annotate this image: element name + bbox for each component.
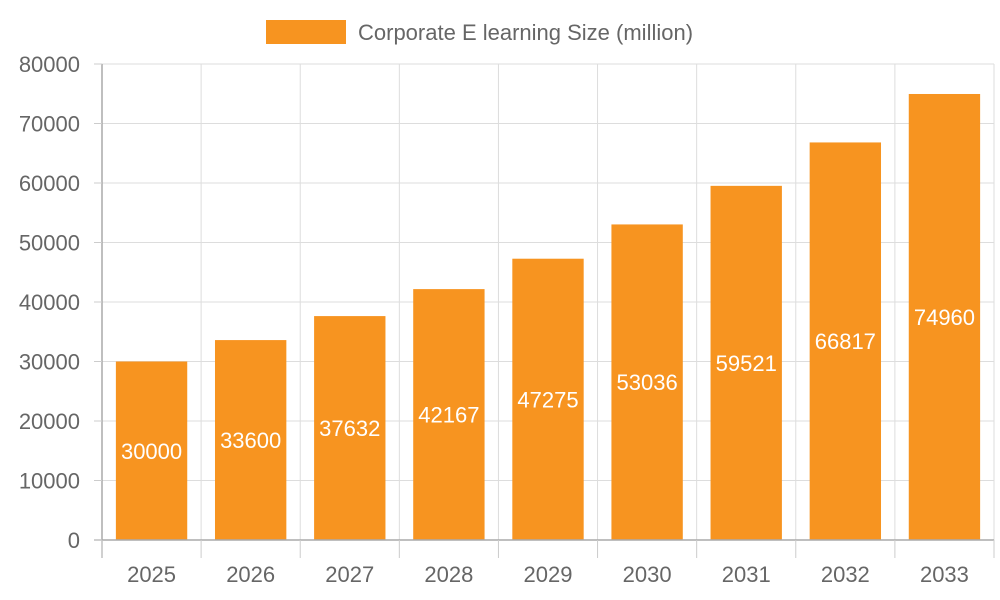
data-labels: 30000 33600 37632 42167 47275 53036 59521 66817… [121, 305, 975, 464]
bar-2027[interactable] [314, 316, 386, 540]
y-tick-label: 80000 [19, 52, 80, 77]
y-tick-label: 20000 [19, 409, 80, 434]
bar-2025[interactable] [115, 361, 188, 541]
x-tick-label: 2027 [325, 562, 374, 587]
legend-swatch [266, 20, 346, 44]
x-tick-label: 2033 [920, 562, 969, 587]
data-label: 66817 [815, 329, 876, 354]
bars [115, 93, 981, 541]
legend-label: Corporate E learning Size (million) [358, 20, 693, 45]
data-label: 47275 [517, 387, 578, 412]
data-label: 74960 [914, 305, 975, 330]
bar-2030[interactable] [611, 224, 683, 541]
x-tick-label: 2031 [722, 562, 771, 587]
y-axis-ticks: 0 10000 20000 30000 40000 50000 60000 70000 8000… [19, 52, 102, 553]
y-tick-label: 10000 [19, 469, 80, 494]
y-tick-label: 70000 [19, 112, 80, 137]
x-tick-label: 2028 [424, 562, 473, 587]
y-tick-label: 30000 [19, 350, 80, 375]
bar-2026[interactable] [214, 340, 287, 540]
bar-2031[interactable] [710, 185, 782, 541]
y-tick-label: 60000 [19, 171, 80, 196]
bar-2032[interactable] [809, 142, 882, 540]
data-label: 33600 [220, 428, 281, 453]
legend[interactable]: Corporate E learning Size (million) [266, 20, 693, 45]
x-tick-label: 2026 [226, 562, 275, 587]
x-tick-label: 2032 [821, 562, 870, 587]
bar-2033[interactable] [908, 93, 981, 540]
bar-2029[interactable] [512, 258, 584, 540]
y-tick-label: 50000 [19, 231, 80, 256]
bar-2028[interactable] [413, 289, 485, 540]
y-tick-label: 0 [68, 528, 80, 553]
data-label: 53036 [617, 370, 678, 395]
x-tick-label: 2029 [524, 562, 573, 587]
x-axis-ticks: 2025 2026 2027 2028 2029 2030 2031 2032 2033 [101, 540, 995, 587]
data-label: 30000 [121, 439, 182, 464]
data-label: 59521 [716, 351, 777, 376]
axes [94, 64, 994, 558]
y-tick-label: 40000 [19, 290, 80, 315]
x-tick-label: 2030 [623, 562, 672, 587]
data-label: 37632 [319, 416, 380, 441]
data-label: 42167 [418, 403, 479, 428]
x-tick-label: 2025 [127, 562, 176, 587]
